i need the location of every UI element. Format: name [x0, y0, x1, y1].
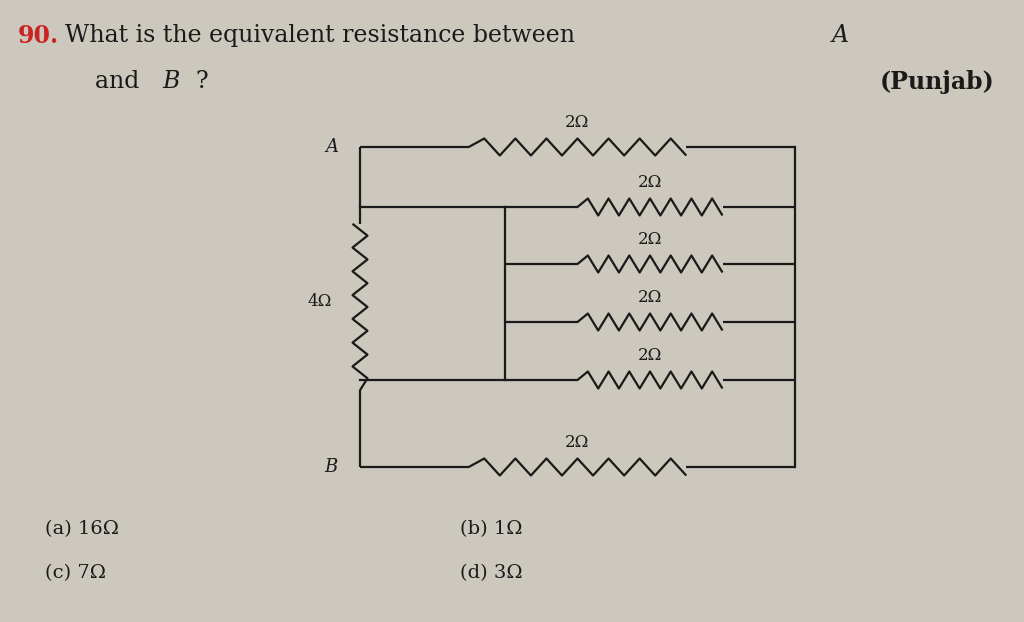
Text: (d) 3Ω: (d) 3Ω: [460, 564, 522, 582]
Text: (a) 16Ω: (a) 16Ω: [45, 520, 119, 538]
Text: (b) 1Ω: (b) 1Ω: [460, 520, 522, 538]
Text: 2Ω: 2Ω: [638, 174, 663, 191]
Text: ?: ?: [195, 70, 208, 93]
Text: (c) 7Ω: (c) 7Ω: [45, 564, 106, 582]
Text: 2Ω: 2Ω: [565, 434, 590, 451]
Text: What is the equivalent resistance between: What is the equivalent resistance betwee…: [65, 24, 583, 47]
Text: (Punjab): (Punjab): [881, 70, 995, 94]
Text: 2Ω: 2Ω: [638, 231, 663, 248]
Text: B: B: [162, 70, 179, 93]
Text: A: A: [831, 24, 849, 47]
Text: 2Ω: 2Ω: [638, 347, 663, 364]
Text: 2Ω: 2Ω: [565, 114, 590, 131]
Text: 4Ω: 4Ω: [307, 294, 332, 310]
Text: 2Ω: 2Ω: [638, 289, 663, 306]
Text: A: A: [325, 138, 338, 156]
Text: 90.: 90.: [18, 24, 59, 48]
Text: and: and: [95, 70, 146, 93]
Text: B: B: [325, 458, 338, 476]
